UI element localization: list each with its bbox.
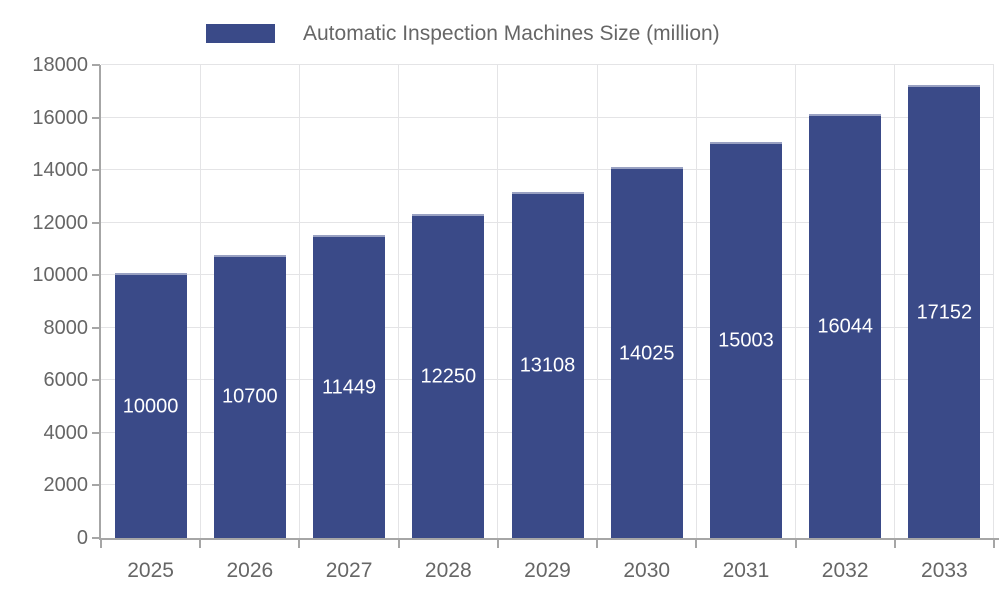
y-axis-line xyxy=(99,65,101,538)
gridline-vertical xyxy=(894,65,896,538)
y-axis-tick-label: 18000 xyxy=(32,54,88,76)
bar-value-label: 10700 xyxy=(222,385,278,408)
y-axis-tick xyxy=(92,64,100,66)
bar-value-label: 12250 xyxy=(420,365,477,388)
x-axis-tick xyxy=(199,540,202,548)
bar-2027[interactable]: 11449 xyxy=(313,235,386,538)
bar-value-label: 10000 xyxy=(122,395,179,418)
x-axis-tick-label: 2026 xyxy=(226,559,274,582)
gridline-horizontal xyxy=(101,116,994,118)
bar-2026[interactable]: 10700 xyxy=(213,254,286,538)
y-axis-tick-label: 10000 xyxy=(32,264,88,287)
x-axis-tick-label: 2030 xyxy=(623,559,671,582)
x-axis-tick xyxy=(100,540,102,548)
bar-2028[interactable]: 12250 xyxy=(412,214,485,538)
y-axis-tick xyxy=(92,431,100,434)
y-axis-tick xyxy=(92,274,100,277)
gridline-vertical xyxy=(398,65,400,538)
bar-2029[interactable]: 13108 xyxy=(511,191,584,538)
bar-2032[interactable]: 16044 xyxy=(809,114,882,538)
y-axis-tick xyxy=(92,221,100,224)
x-axis-tick-label: 2032 xyxy=(821,559,869,582)
gridline-horizontal xyxy=(101,169,994,171)
bar-value-label: 14025 xyxy=(618,342,675,365)
gridline-horizontal xyxy=(101,64,994,65)
x-axis-tick-label: 2028 xyxy=(424,559,472,582)
bar-value-label: 15003 xyxy=(718,329,774,352)
x-axis-tick-label: 2027 xyxy=(325,559,373,582)
y-axis-tick-label: 0 xyxy=(76,527,88,549)
legend-label: Automatic Inspection Machines Size (mill… xyxy=(303,22,720,45)
gridline-vertical xyxy=(298,65,300,538)
y-axis-tick-label: 14000 xyxy=(32,159,88,182)
gridline-vertical xyxy=(795,65,797,538)
gridline-vertical xyxy=(497,65,499,538)
x-axis-tick xyxy=(893,540,896,548)
y-axis-tick xyxy=(92,484,100,487)
bar-value-label: 17152 xyxy=(916,301,973,324)
x-axis-tick-label: 2033 xyxy=(921,559,968,582)
legend[interactable]: Automatic Inspection Machines Size (mill… xyxy=(206,20,720,47)
bar-2033[interactable]: 17152 xyxy=(908,85,981,538)
gridline-vertical xyxy=(993,65,994,538)
x-axis-tick xyxy=(596,540,599,548)
gridline-vertical xyxy=(199,65,201,538)
bar-value-label: 16044 xyxy=(817,315,873,338)
y-axis-tick-label: 12000 xyxy=(32,211,88,234)
bar-value-label: 13108 xyxy=(519,354,576,377)
plot-area: 10000 10700 11449 12250 13108 14025 15003 16044… xyxy=(101,64,994,538)
y-axis-tick xyxy=(92,326,100,329)
y-axis-tick-label: 2000 xyxy=(43,474,89,497)
x-axis-tick xyxy=(794,540,797,548)
x-axis-tick xyxy=(298,540,301,548)
y-axis-tick-label: 16000 xyxy=(32,106,88,129)
x-axis-line xyxy=(99,538,999,540)
x-axis-tick xyxy=(695,540,698,548)
bar-value-label: 11449 xyxy=(321,376,377,399)
x-axis-tick xyxy=(496,540,499,548)
x-axis-tick xyxy=(993,540,995,548)
bar-2030[interactable]: 14025 xyxy=(610,167,683,538)
y-axis-tick xyxy=(92,169,100,172)
x-axis-tick-label: 2031 xyxy=(722,559,770,582)
bar-2025[interactable]: 10000 xyxy=(114,273,187,538)
gridline-vertical xyxy=(596,65,598,538)
x-axis-tick-label: 2025 xyxy=(127,559,174,582)
y-axis-tick xyxy=(92,116,100,119)
y-axis-tick-label: 4000 xyxy=(43,421,89,444)
x-axis-tick-label: 2029 xyxy=(524,559,571,582)
y-axis-tick-label: 8000 xyxy=(43,316,89,339)
y-axis-tick xyxy=(92,537,100,539)
bar-2031[interactable]: 15003 xyxy=(709,141,782,538)
y-axis-tick-label: 6000 xyxy=(43,369,89,392)
gridline-vertical xyxy=(695,65,697,538)
x-axis-tick xyxy=(397,540,400,548)
legend-swatch xyxy=(206,24,275,43)
y-axis-tick xyxy=(92,379,100,382)
